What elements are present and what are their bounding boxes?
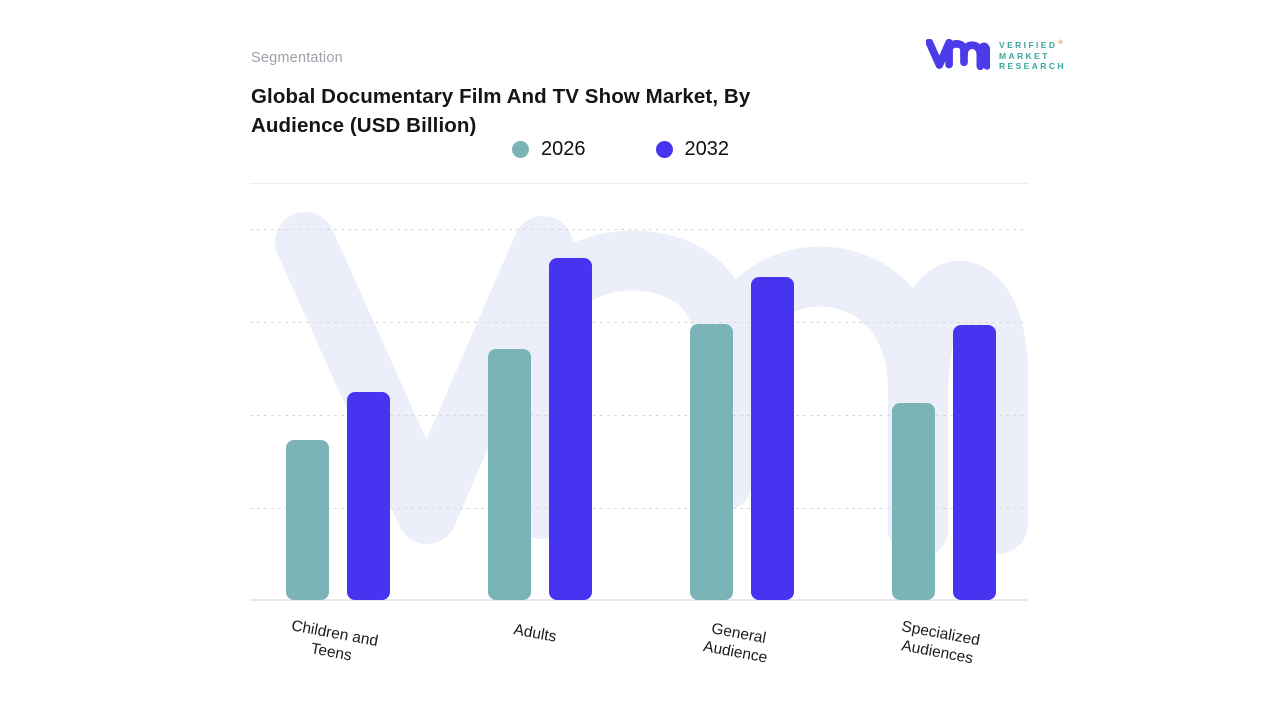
- gridline: [250, 508, 1028, 509]
- logo-line-market: MARKET: [999, 50, 1050, 61]
- logo-line-research: RESEARCH: [999, 61, 1066, 71]
- vmr-monogram-icon: [926, 39, 990, 70]
- x-tick-label-adults: Adults: [512, 621, 558, 646]
- bar-2026-specialized-audiences: [892, 403, 935, 600]
- gridline: [250, 415, 1028, 416]
- bar-2026-general-audience: [690, 324, 733, 600]
- bar-2032-specialized-audiences: [953, 325, 996, 600]
- bar-chart: Children and Teens Adults General Audience…: [250, 184, 1028, 704]
- x-tick-label-children-and-teens: Children and Teens: [289, 617, 380, 665]
- segmentation-label: Segmentation: [251, 50, 343, 66]
- vmr-logo-wordmark: VERIFIED® MARKET RESEARCH: [999, 36, 1066, 72]
- legend-swatch-2026-icon: [512, 141, 529, 158]
- bar-2026-adults: [488, 349, 531, 600]
- header-separator: [250, 183, 1028, 184]
- legend-label-2026: 2026: [541, 138, 586, 160]
- legend-item-2026: 2026: [512, 138, 586, 161]
- vmr-logo: VERIFIED® MARKET RESEARCH: [926, 36, 1066, 72]
- x-axis-line: [250, 599, 1028, 601]
- bar-2032-children-and-teens: [347, 392, 390, 600]
- bar-2026-children-and-teens: [286, 440, 329, 600]
- legend-swatch-2032-icon: [655, 141, 673, 158]
- legend-label-2032: 2032: [684, 138, 730, 160]
- chart-title-line-2: Audience (USD Billion): [251, 114, 477, 137]
- bar-2032-adults: [549, 258, 592, 600]
- gridline: [250, 322, 1028, 323]
- bar-2032-general-audience: [751, 277, 794, 600]
- chart-title: Global Documentary Film And TV Show Mark…: [251, 82, 871, 140]
- legend-item-2032: 2032: [655, 138, 730, 161]
- chart-title-line-1: Global Documentary Film And TV Show Mark…: [251, 85, 751, 108]
- gridline: [250, 229, 1028, 230]
- registered-trademark-icon: ®: [1058, 40, 1063, 46]
- logo-line-verified: VERIFIED®: [999, 40, 1063, 50]
- x-tick-label-general-audience: General Audience: [701, 620, 769, 667]
- legend: 2026 2032: [512, 138, 729, 161]
- x-tick-label-specialized-audiences: Specialized Audiences: [900, 618, 982, 668]
